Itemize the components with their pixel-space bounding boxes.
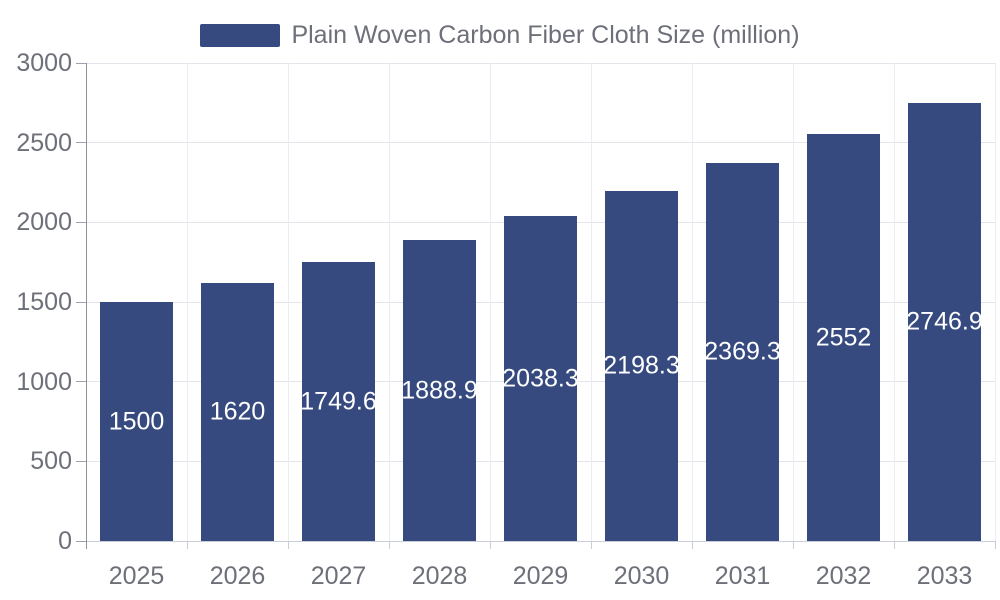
legend-label: Plain Woven Carbon Fiber Cloth Size (mil…: [291, 21, 800, 49]
y-axis-label: 2500: [16, 128, 72, 157]
y-axis-label: 500: [30, 447, 72, 476]
gridline-vertical: [792, 63, 794, 541]
x-axis-tick: [287, 541, 289, 549]
legend-swatch: [200, 24, 281, 47]
bar-value-label: 1620: [209, 397, 266, 426]
gridline-vertical: [287, 63, 289, 541]
x-axis-label: 2030: [613, 562, 670, 590]
bar-value-label: 2369.3: [704, 337, 781, 366]
bar-2025[interactable]: 1500: [100, 302, 173, 541]
y-axis-label: 1500: [16, 288, 72, 316]
gridline-vertical: [590, 63, 592, 541]
bar-2028[interactable]: 1888.9: [401, 240, 478, 541]
x-axis-tick: [691, 541, 693, 549]
y-axis-tick: [76, 381, 86, 383]
x-axis-tick: [590, 541, 592, 549]
x-axis-label: 2026: [209, 562, 266, 590]
bar-value-label: 2038.3: [502, 364, 579, 393]
legend-item[interactable]: Plain Woven Carbon Fiber Cloth Size (mil…: [0, 21, 1000, 50]
gridline-vertical: [489, 63, 491, 541]
y-axis-line: [85, 63, 87, 549]
gridline-vertical: [994, 63, 996, 541]
x-axis-tick: [489, 541, 491, 549]
y-axis-tick: [76, 460, 86, 462]
y-axis-tick: [76, 301, 86, 303]
bar-2027[interactable]: 1749.6: [300, 262, 377, 541]
gridline-horizontal: [86, 62, 995, 64]
x-axis-label: 2027: [310, 562, 367, 590]
y-axis-label: 3000: [16, 49, 72, 77]
bar-2030[interactable]: 2198.3: [603, 190, 680, 541]
x-axis-line: [86, 540, 995, 542]
x-axis-tick: [388, 541, 390, 549]
y-axis-label: 0: [58, 527, 72, 555]
bar-value-label: 2198.3: [603, 351, 680, 380]
gridline-vertical: [893, 63, 895, 541]
gridline-horizontal: [86, 142, 995, 144]
y-axis-tick: [76, 540, 86, 542]
bar-2026[interactable]: 1620: [201, 282, 274, 541]
bar-value-label: 1500: [108, 407, 165, 435]
bar-value-label: 2552: [815, 323, 872, 352]
bar-2033[interactable]: 2746.9: [906, 103, 983, 541]
bar-2029[interactable]: 2038.3: [502, 216, 579, 541]
x-axis-label: 2025: [108, 562, 165, 590]
bar-value-label: 1888.9: [401, 376, 478, 404]
x-axis-label: 2033: [916, 562, 973, 590]
y-axis-label: 1000: [16, 367, 72, 396]
x-axis-label: 2028: [411, 562, 468, 590]
x-axis-tick: [186, 541, 188, 549]
bar-2031[interactable]: 2369.3: [704, 163, 781, 541]
gridline-vertical: [691, 63, 693, 541]
y-axis-tick: [76, 221, 86, 223]
x-axis-tick: [893, 541, 895, 549]
bar-value-label: 2746.9: [906, 307, 983, 336]
gridline-vertical: [186, 63, 188, 541]
x-axis-tick: [792, 541, 794, 549]
y-axis-tick: [76, 142, 86, 144]
gridline-vertical: [388, 63, 390, 541]
x-axis-label: 2031: [714, 562, 771, 590]
bar-value-label: 1749.6: [300, 387, 377, 416]
x-axis-tick: [994, 541, 996, 549]
y-axis-tick: [76, 62, 86, 64]
bar-2032[interactable]: 2552: [807, 134, 880, 541]
y-axis-label: 2000: [16, 208, 72, 237]
x-axis-label: 2032: [815, 562, 872, 590]
x-axis-label: 2029: [512, 562, 569, 590]
